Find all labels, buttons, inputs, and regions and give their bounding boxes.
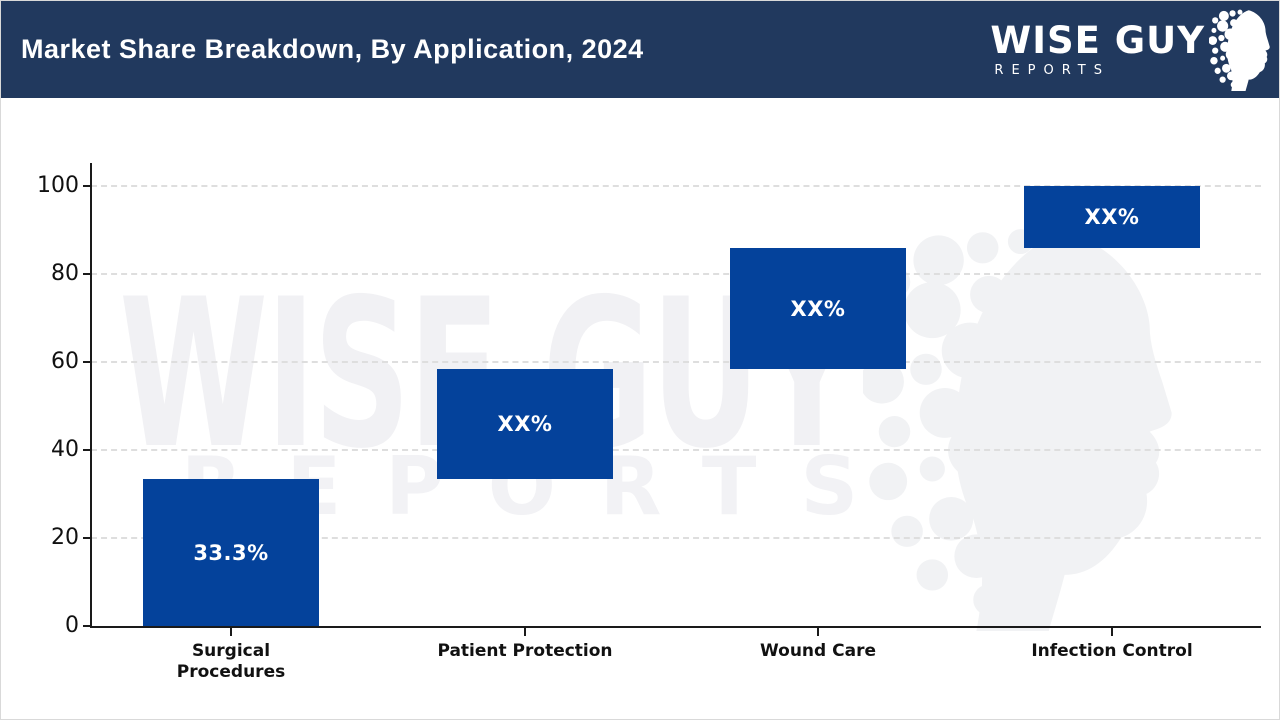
y-tick-mark-20 <box>83 537 91 539</box>
x-category-label-line: Surgical <box>191 641 271 661</box>
bar-value-label: XX% <box>790 296 846 321</box>
x-axis-line <box>90 626 1261 628</box>
x-category-label-line: Infection Control <box>1031 641 1193 661</box>
gridline-80 <box>91 273 1261 275</box>
logo-brand-subtitle: REPORTS <box>994 62 1111 78</box>
plot-area: 0 20 40 60 80 100 33.3% Surgical Procedures XX% Pa… <box>1 98 1279 719</box>
header-bar: Market Share Breakdown, By Application, … <box>1 1 1279 98</box>
y-tick-mark-60 <box>83 361 91 363</box>
y-axis-line <box>90 163 92 628</box>
y-tick-label-0: 0 <box>65 613 79 638</box>
x-category-label-wound-care: Wound Care <box>668 641 968 662</box>
logo-brand-name: WISE GUY <box>990 18 1205 62</box>
y-tick-mark-40 <box>83 449 91 451</box>
gridline-60 <box>91 361 1261 363</box>
gridline-100 <box>91 185 1261 187</box>
logo-text: WISE GUY REPORTS <box>990 22 1205 78</box>
bar-infection-control: XX% <box>1024 186 1200 248</box>
bar-value-label: 33.3% <box>193 540 269 565</box>
x-tick-mark-patient-protection <box>524 628 526 636</box>
x-category-label-surgical-procedures: Surgical Procedures <box>81 641 381 683</box>
gridline-20 <box>91 537 1261 539</box>
y-tick-mark-0 <box>83 625 91 627</box>
bar-wound-care: XX% <box>730 247 906 370</box>
y-tick-mark-80 <box>83 273 91 275</box>
y-tick-label-40: 40 <box>51 437 79 462</box>
y-tick-label-60: 60 <box>51 349 79 374</box>
y-tick-label-20: 20 <box>51 525 79 550</box>
page-title: Market Share Breakdown, By Application, … <box>21 34 644 64</box>
x-category-label-infection-control: Infection Control <box>962 641 1262 662</box>
bar-value-label: XX% <box>1084 204 1140 229</box>
wise-guy-logo: WISE GUY REPORTS <box>990 5 1271 95</box>
logo-face-icon <box>1209 9 1270 91</box>
x-tick-mark-surgical-procedures <box>230 628 232 636</box>
watermark-face-icon <box>863 229 1172 631</box>
bar-surgical-procedures: 33.3% <box>143 479 319 626</box>
y-tick-mark-100 <box>83 185 91 187</box>
bar-patient-protection: XX% <box>437 369 613 480</box>
x-tick-mark-infection-control <box>1111 628 1113 636</box>
x-category-label-line: Wound Care <box>760 641 876 661</box>
x-category-label-patient-protection: Patient Protection <box>375 641 675 662</box>
y-tick-label-80: 80 <box>51 261 79 286</box>
bar-value-label: XX% <box>497 412 553 437</box>
x-tick-mark-wound-care <box>817 628 819 636</box>
x-category-label-line: Procedures <box>176 662 286 682</box>
gridline-40 <box>91 449 1261 451</box>
x-category-label-line: Patient Protection <box>437 641 613 661</box>
y-tick-label-100: 100 <box>37 173 79 198</box>
